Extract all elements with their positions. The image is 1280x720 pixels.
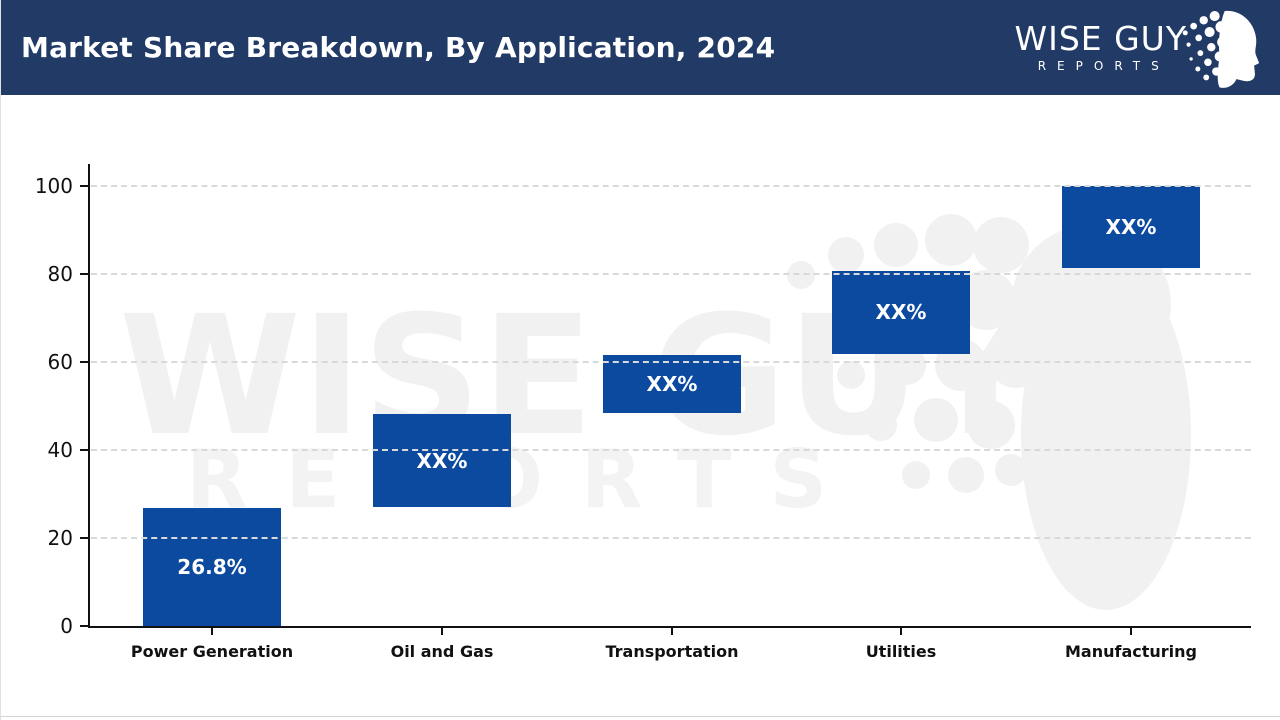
header-bar: Market Share Breakdown, By Application, … [1, 0, 1280, 95]
logo-text: WISE GUY REPORTS [1014, 22, 1187, 73]
y-tick-label-100: 100 [34, 174, 73, 198]
gridline-20 [91, 537, 1251, 539]
logo-wordmark: WISE GUY [1014, 19, 1187, 58]
x-category-label: Manufacturing [1065, 642, 1197, 661]
bar-transportation: XX% [603, 355, 741, 414]
y-tick-20 [80, 537, 89, 539]
y-tick-40 [80, 449, 89, 451]
bar-value-label: XX% [416, 448, 468, 473]
y-tick-80 [80, 273, 89, 275]
y-tick-60 [80, 361, 89, 363]
bar-power-generation: 26.8% [143, 508, 281, 626]
x-category-label: Power Generation [130, 642, 294, 661]
x-tick-3 [900, 628, 902, 635]
x-tick-0 [211, 628, 213, 635]
x-tick-4 [1130, 628, 1132, 635]
gridline-80 [91, 273, 1251, 275]
bar-utilities: XX% [832, 270, 970, 354]
page-title: Market Share Breakdown, By Application, … [21, 31, 776, 64]
x-tick-2 [671, 628, 673, 635]
x-category-label: Transportation [605, 642, 739, 661]
bar-value-label: XX% [1105, 215, 1157, 240]
bar-value-label: XX% [646, 372, 698, 397]
bar-value-label: 26.8% [177, 555, 247, 580]
bar-manufacturing: XX% [1062, 186, 1200, 269]
chart-area: WISE GUY REPORTS 26.8% XX% XX% XX% XX% 0 20 40 6… [1, 95, 1280, 720]
x-category-label: Utilities [865, 642, 937, 661]
y-tick-label-60: 60 [47, 350, 73, 374]
logo-subtitle: REPORTS [1037, 59, 1170, 73]
y-tick-label-80: 80 [47, 262, 73, 286]
y-tick-0 [80, 625, 89, 627]
y-tick-label-20: 20 [47, 526, 73, 550]
y-axis [88, 164, 90, 628]
wise-guy-logo: WISE GUY REPORTS [1014, 6, 1261, 90]
gridline-60 [91, 361, 1251, 363]
x-category-label: Oil and Gas [390, 642, 494, 661]
x-tick-1 [441, 628, 443, 635]
y-tick-100 [80, 185, 89, 187]
logo-head-icon [1182, 10, 1260, 88]
y-tick-label-0: 0 [60, 614, 73, 638]
watermark-line2: REPORTS [186, 433, 865, 526]
bar-oil-and-gas: XX% [373, 413, 511, 508]
y-tick-label-40: 40 [47, 438, 73, 462]
bottom-divider [1, 716, 1280, 717]
gridline-100 [91, 185, 1251, 187]
bar-value-label: XX% [875, 300, 927, 325]
x-axis [88, 626, 1251, 628]
gridline-40 [91, 449, 1251, 451]
